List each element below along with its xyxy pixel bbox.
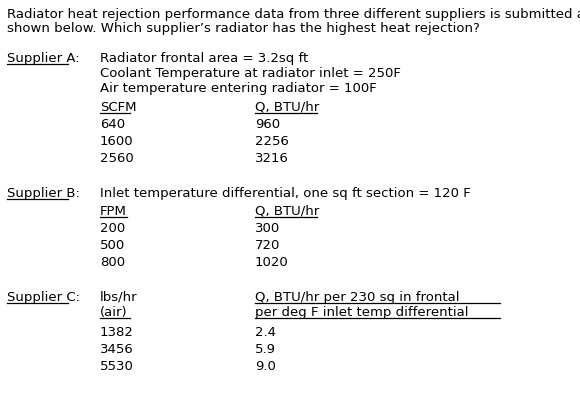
Text: 1020: 1020 [255,256,289,269]
Text: 2.4: 2.4 [255,326,276,339]
Text: Supplier C:: Supplier C: [7,291,80,304]
Text: Supplier A:: Supplier A: [7,52,79,65]
Text: 200: 200 [100,222,125,235]
Text: 960: 960 [255,118,280,131]
Text: 800: 800 [100,256,125,269]
Text: 3456: 3456 [100,343,134,356]
Text: 5530: 5530 [100,360,134,373]
Text: 3216: 3216 [255,152,289,165]
Text: FPM: FPM [100,205,127,218]
Text: Coolant Temperature at radiator inlet = 250F: Coolant Temperature at radiator inlet = … [100,67,401,80]
Text: SCFM: SCFM [100,101,136,114]
Text: 5.9: 5.9 [255,343,276,356]
Text: Radiator heat rejection performance data from three different suppliers is submi: Radiator heat rejection performance data… [7,8,580,21]
Text: 9.0: 9.0 [255,360,276,373]
Text: shown below. Which supplier’s radiator has the highest heat rejection?: shown below. Which supplier’s radiator h… [7,22,480,35]
Text: Supplier B:: Supplier B: [7,187,80,200]
Text: Q, BTU/hr: Q, BTU/hr [255,101,319,114]
Text: 720: 720 [255,239,280,252]
Text: Radiator frontal area = 3.2sq ft: Radiator frontal area = 3.2sq ft [100,52,308,65]
Text: 1600: 1600 [100,135,133,148]
Text: 1382: 1382 [100,326,134,339]
Text: 2560: 2560 [100,152,134,165]
Text: (air): (air) [100,306,128,319]
Text: Inlet temperature differential, one sq ft section = 120 F: Inlet temperature differential, one sq f… [100,187,471,200]
Text: 500: 500 [100,239,125,252]
Text: 640: 640 [100,118,125,131]
Text: Q, BTU/hr: Q, BTU/hr [255,205,319,218]
Text: 300: 300 [255,222,280,235]
Text: Air temperature entering radiator = 100F: Air temperature entering radiator = 100F [100,82,377,95]
Text: Q, BTU/hr per 230 sq in frontal: Q, BTU/hr per 230 sq in frontal [255,291,459,304]
Text: 2256: 2256 [255,135,289,148]
Text: per deg F inlet temp differential: per deg F inlet temp differential [255,306,469,319]
Text: lbs/hr: lbs/hr [100,291,137,304]
